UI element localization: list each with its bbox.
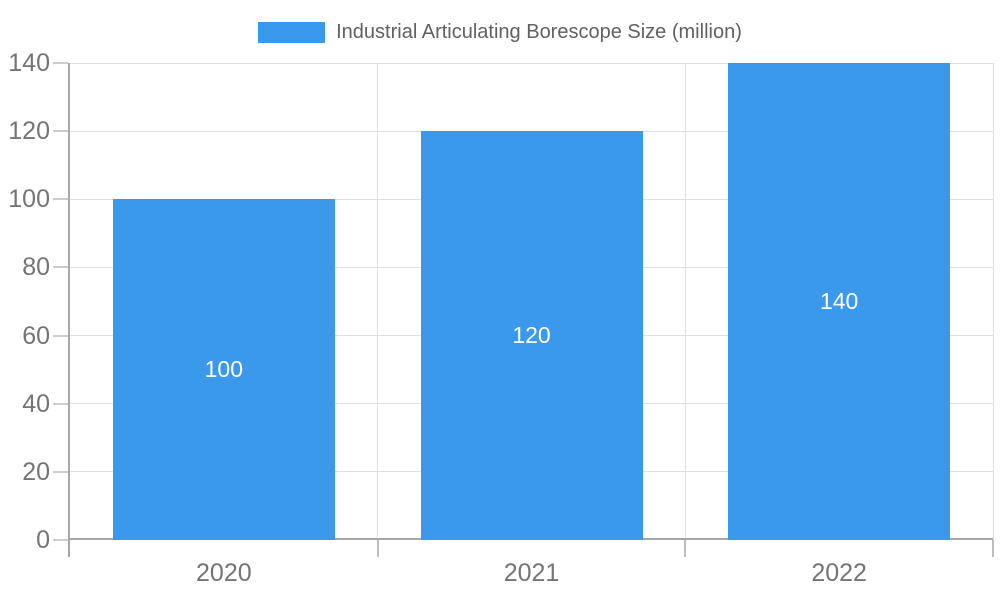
y-axis-tick (53, 402, 68, 405)
v-gridline (377, 63, 379, 540)
y-axis-tick (53, 198, 68, 201)
bar-value-label: 120 (512, 322, 551, 349)
y-axis-tick (53, 62, 68, 64)
y-axis-label: 40 (22, 389, 50, 418)
legend-label: Industrial Articulating Borescope Size (… (336, 20, 742, 43)
y-axis-tick (53, 470, 68, 473)
y-axis-tick (53, 334, 68, 337)
x-axis-tick (684, 540, 687, 557)
y-axis-label: 120 (8, 117, 50, 146)
x-axis-label-2022: 2022 (811, 559, 867, 587)
y-axis-label: 0 (36, 526, 50, 554)
y-axis-label: 100 (8, 185, 50, 214)
y-axis-label: 80 (22, 253, 50, 282)
bar-value-label: 100 (204, 356, 244, 383)
bar-2020[interactable]: 100 (112, 199, 335, 540)
chart-legend[interactable]: Industrial Articulating Borescope Size (… (0, 20, 1000, 44)
x-axis-label-2020: 2020 (196, 559, 252, 587)
x-axis-label-2021: 2021 (503, 559, 560, 587)
bar-2022[interactable]: 140 (728, 63, 951, 540)
legend-swatch (258, 21, 326, 43)
y-axis-tick (53, 266, 68, 269)
y-axis-tick (53, 539, 68, 541)
x-axis-tick (376, 540, 379, 557)
y-axis-label: 140 (8, 49, 50, 77)
y-axis-label: 20 (22, 457, 50, 486)
bar-value-label: 140 (819, 288, 859, 314)
bar-2021[interactable]: 120 (420, 131, 643, 540)
h-gridline (70, 62, 993, 64)
y-axis-label: 60 (22, 321, 50, 350)
y-axis-tick (53, 130, 68, 133)
y-axis-line (68, 63, 70, 557)
x-axis-tick (992, 540, 994, 557)
v-gridline (684, 63, 686, 540)
v-gridline (992, 63, 994, 540)
plot-area: 0 20 40 60 80 100 120 140 100 2020 120 2021 140 2022 (8, 49, 994, 587)
